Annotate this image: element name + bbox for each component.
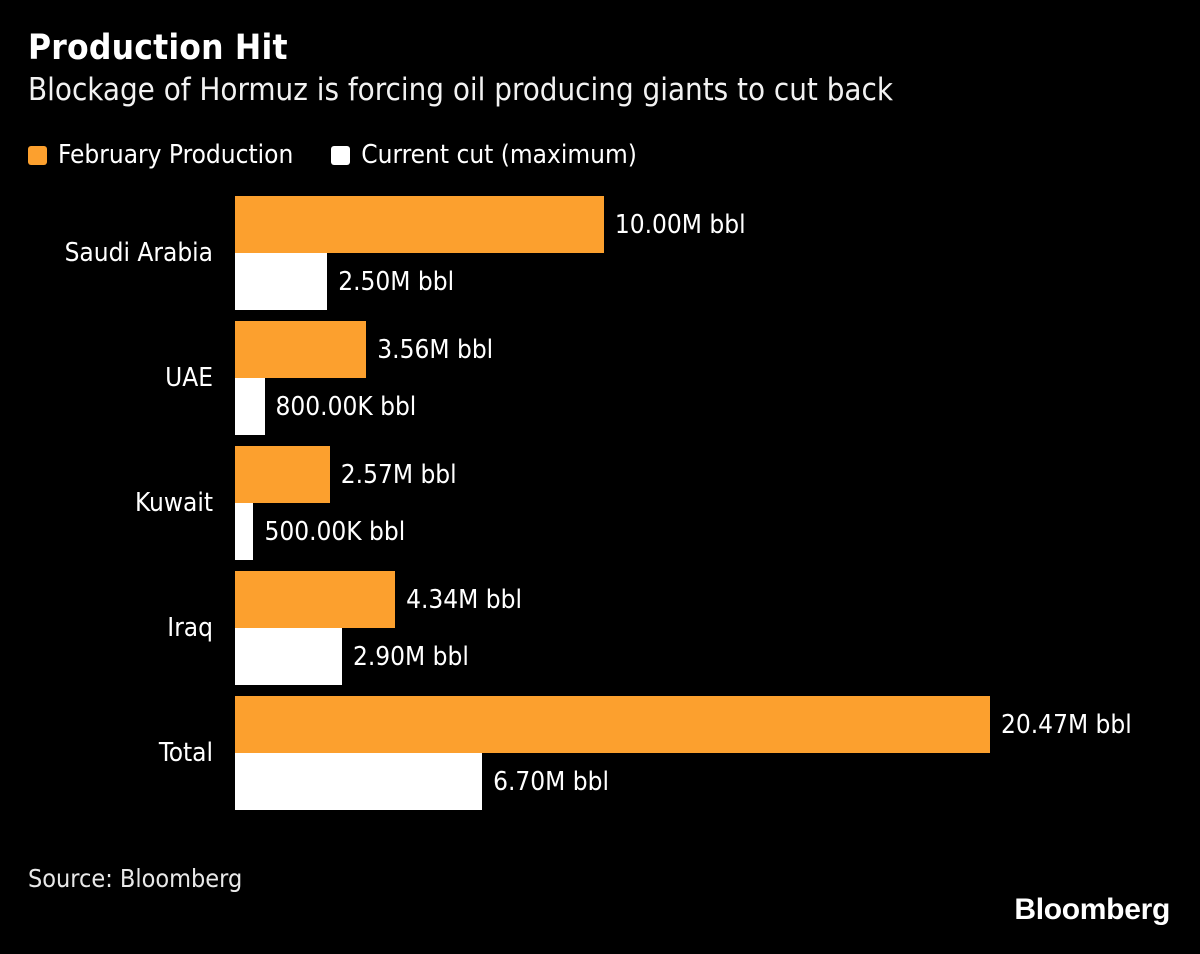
- legend-label-cut: Current cut (maximum): [361, 140, 637, 170]
- source-note: Source: Bloomberg: [28, 864, 243, 893]
- legend-swatch-icon-production: [28, 145, 47, 165]
- bar-row: 10.00M bbl: [235, 196, 746, 253]
- bar-value-label: 800.00K bbl: [275, 391, 417, 422]
- bar-group: Iraq 4.34M bbl 2.90M bbl: [0, 571, 1200, 685]
- bar-production[interactable]: [235, 321, 367, 378]
- category-label: UAE: [165, 363, 213, 393]
- legend-item-current-cut[interactable]: Current cut (maximum): [331, 142, 637, 168]
- plot-area: Saudi Arabia 10.00M bbl 2.50M bbl UAE 3.56M …: [0, 196, 1200, 844]
- bar-value-label: 6.70M bbl: [493, 766, 609, 797]
- bar-row: 500.00K bbl: [235, 503, 405, 560]
- bar-value-label: 10.00M bbl: [614, 209, 746, 240]
- bar-current-cut[interactable]: [235, 503, 254, 560]
- legend-swatch-icon-cut: [331, 145, 351, 165]
- bar-current-cut[interactable]: [235, 753, 483, 810]
- bar-production[interactable]: [235, 571, 396, 628]
- bar-value-label: 20.47M bbl: [1001, 709, 1132, 740]
- category-label: Kuwait: [135, 488, 213, 518]
- bar-group: Kuwait 2.57M bbl 500.00K bbl: [0, 446, 1200, 560]
- bar-row: 2.90M bbl: [235, 628, 469, 685]
- bar-production[interactable]: [235, 196, 604, 253]
- chart-title: Production Hit: [28, 28, 288, 68]
- category-label: Iraq: [167, 613, 213, 643]
- category-label: Saudi Arabia: [64, 238, 213, 268]
- legend-item-february-production[interactable]: February Production: [28, 142, 293, 168]
- bar-row: 20.47M bbl: [235, 696, 1132, 753]
- bar-current-cut[interactable]: [235, 253, 328, 310]
- chart-header: Production Hit Blockage of Hormuz is for…: [28, 30, 1168, 107]
- bar-value-label: 2.90M bbl: [352, 641, 469, 672]
- category-label: Total: [158, 738, 213, 768]
- bar-value-label: 3.56M bbl: [377, 334, 494, 365]
- bar-row: 2.57M bbl: [235, 446, 457, 503]
- bar-row: 6.70M bbl: [235, 753, 609, 810]
- bar-row: 3.56M bbl: [235, 321, 493, 378]
- bar-group: UAE 3.56M bbl 800.00K bbl: [0, 321, 1200, 435]
- bar-row: 800.00K bbl: [235, 378, 416, 435]
- bar-value-label: 2.50M bbl: [338, 266, 455, 297]
- chart-subtitle: Blockage of Hormuz is forcing oil produc…: [28, 71, 893, 108]
- bar-value-label: 2.57M bbl: [340, 459, 457, 490]
- bar-value-label: 4.34M bbl: [406, 584, 522, 615]
- chart-legend: February Production Current cut (maximum…: [28, 142, 637, 168]
- bloomberg-logo: Bloomberg: [1014, 893, 1170, 926]
- bar-group: Total 20.47M bbl 6.70M bbl: [0, 696, 1200, 810]
- bar-current-cut[interactable]: [235, 378, 265, 435]
- bar-row: 2.50M bbl: [235, 253, 454, 310]
- bar-value-label: 500.00K bbl: [264, 516, 406, 547]
- bar-current-cut[interactable]: [235, 628, 342, 685]
- bar-production[interactable]: [235, 446, 330, 503]
- legend-label-production: February Production: [58, 140, 294, 170]
- bar-production[interactable]: [235, 696, 990, 753]
- bar-group: Saudi Arabia 10.00M bbl 2.50M bbl: [0, 196, 1200, 310]
- bar-row: 4.34M bbl: [235, 571, 522, 628]
